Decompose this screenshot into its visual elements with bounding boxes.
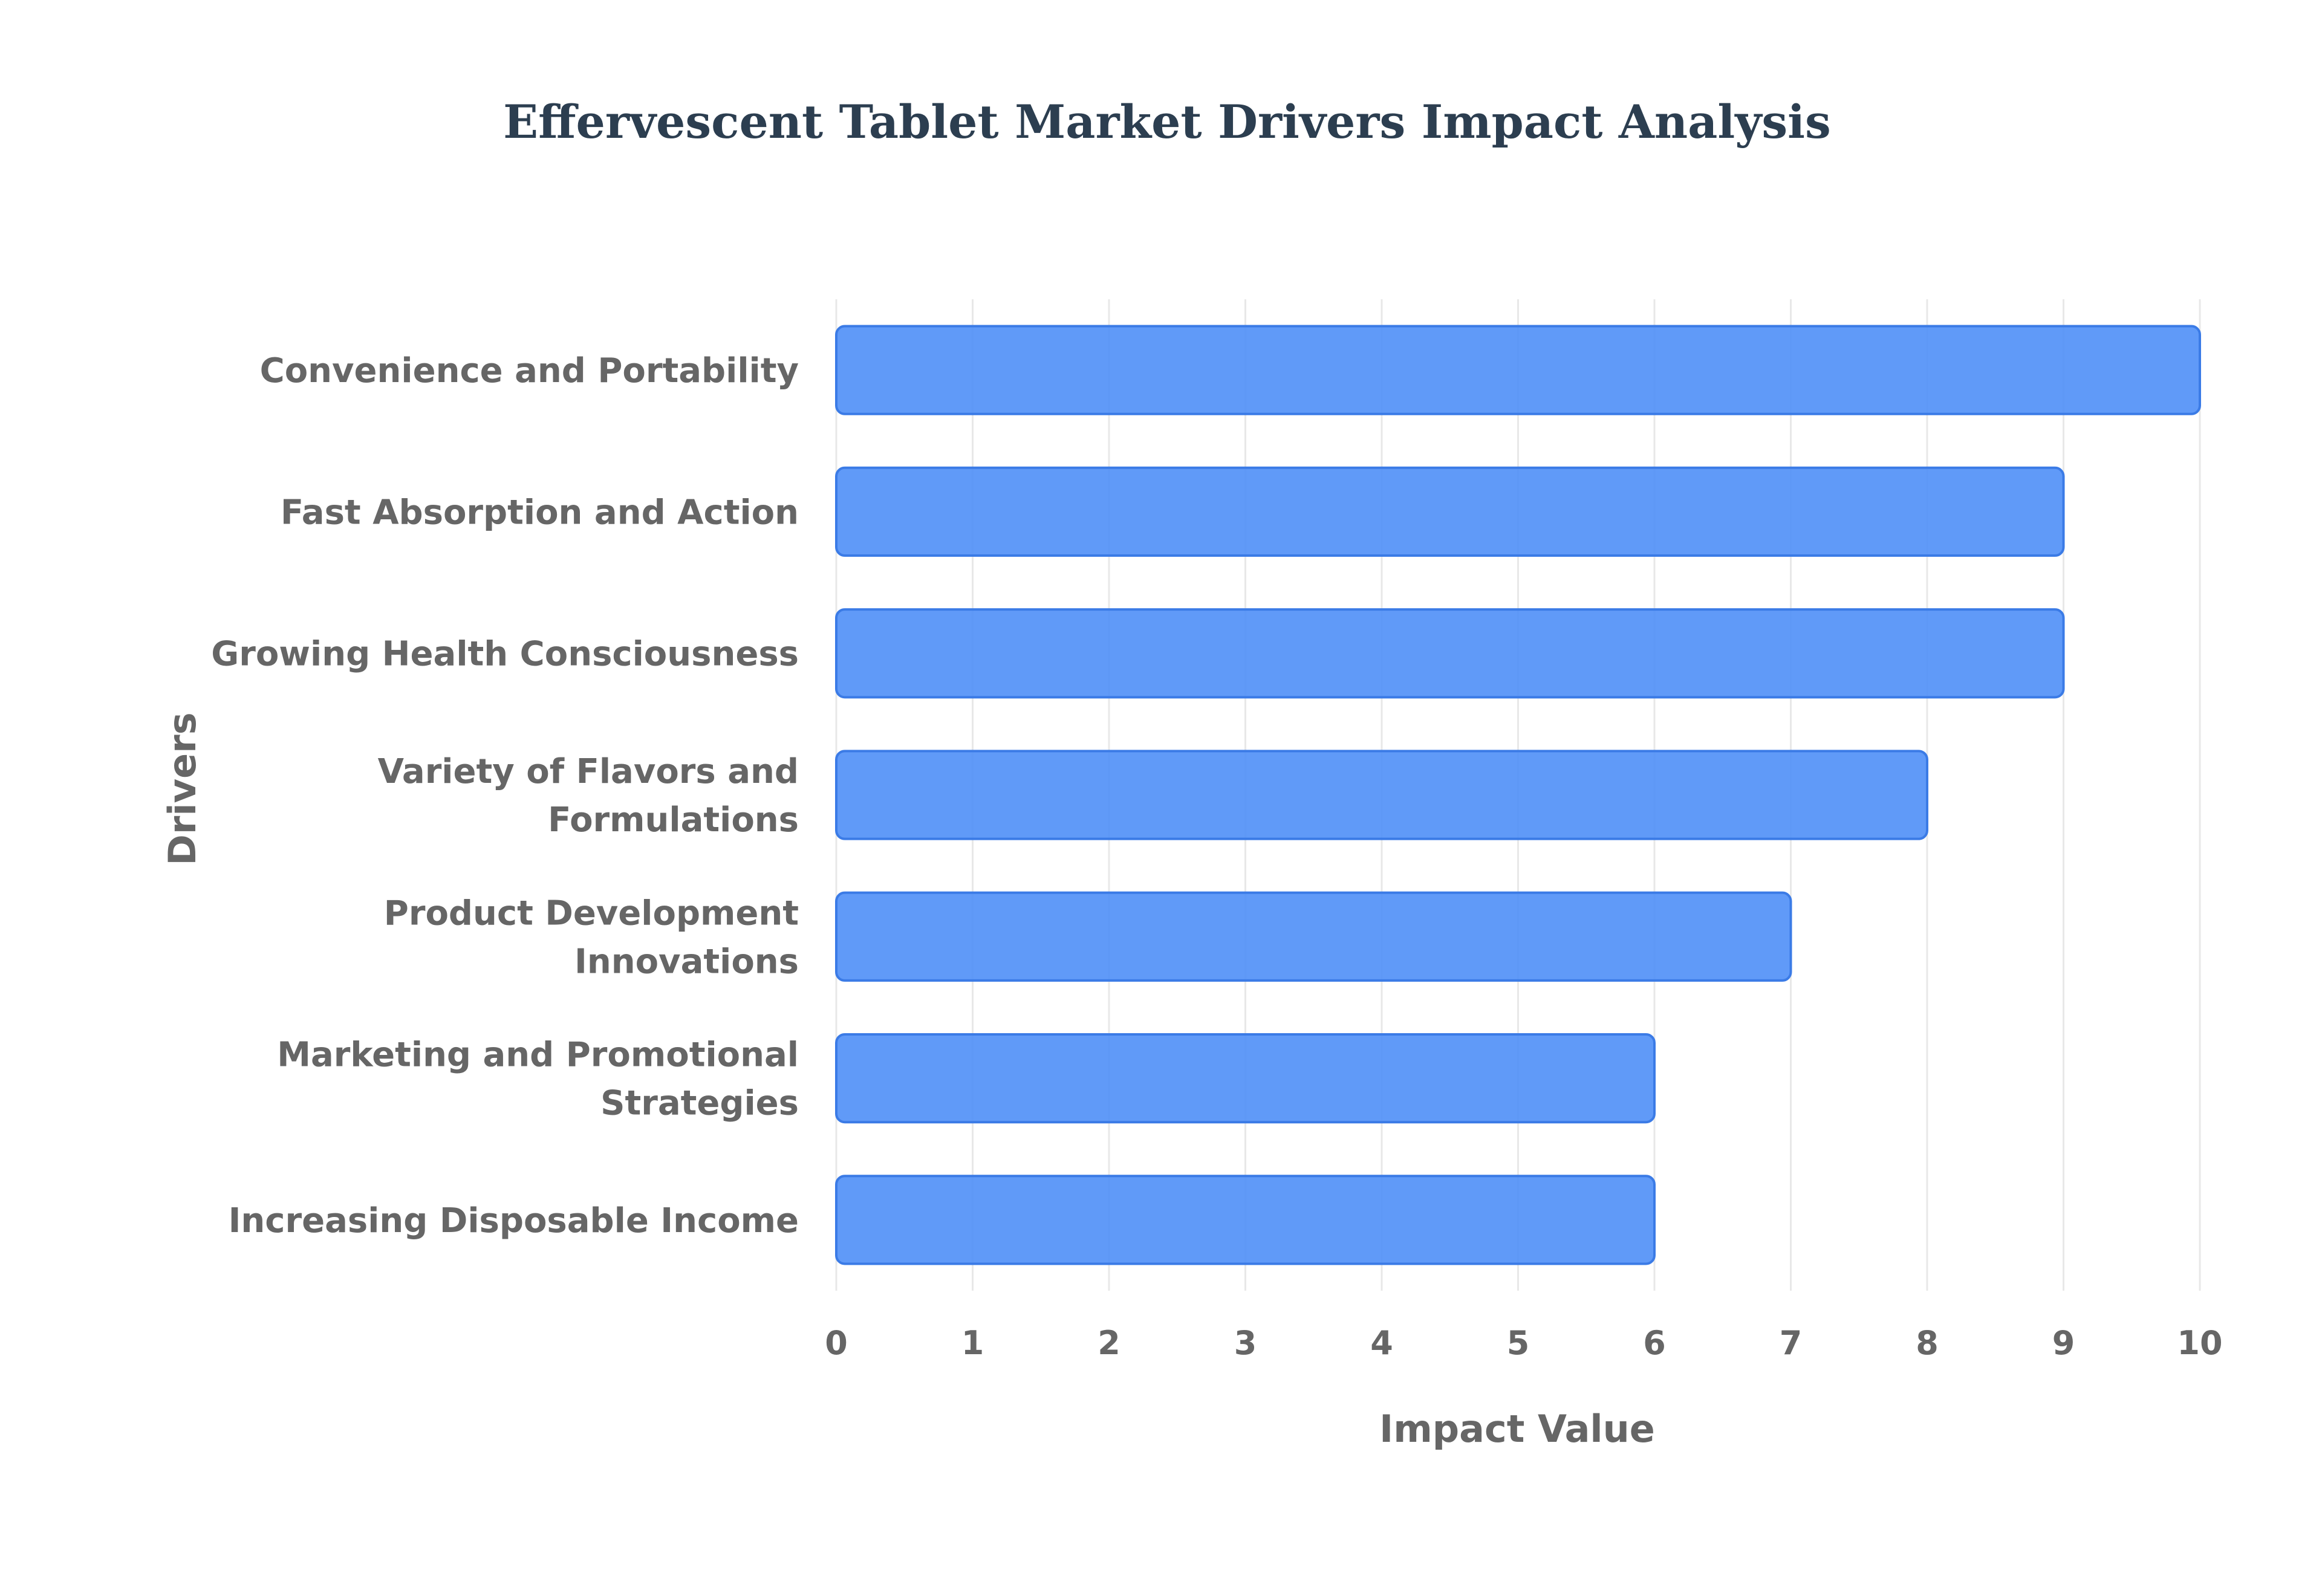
category-label-line: Variety of Flavors and <box>378 752 799 791</box>
bars <box>835 325 2201 1265</box>
x-tick-label: 7 <box>1780 1324 1803 1362</box>
category-label-line: Fast Absorption and Action <box>281 493 799 532</box>
category-label: Variety of Flavors and Formulations <box>378 752 799 840</box>
x-tick-label: 0 <box>825 1324 848 1362</box>
category-label: Growing Health Consciousness <box>211 635 799 674</box>
chart-title: Effervescent Tablet Market Drivers Impac… <box>503 95 1831 149</box>
category-label-line: Increasing Disposable Income <box>229 1201 799 1241</box>
category-label: Product Development Innovations <box>384 894 799 981</box>
x-tick-label: 4 <box>1370 1324 1393 1362</box>
category-label-line: Convenience and Portability <box>260 351 799 391</box>
x-tick-label: 3 <box>1234 1324 1257 1362</box>
x-tick-label: 1 <box>961 1324 984 1362</box>
bar <box>835 1175 1656 1265</box>
x-tick-label: 8 <box>1916 1324 1939 1362</box>
x-tick-label: 2 <box>1098 1324 1120 1362</box>
category-label: Fast Absorption and Action <box>281 493 799 532</box>
bar <box>835 750 1928 840</box>
bar <box>835 1033 1656 1124</box>
category-label: Marketing and Promotional Strategies <box>277 1036 799 1123</box>
x-axis-title: Impact Value <box>1379 1407 1655 1451</box>
x-axis-ticks: 0 1 2 3 4 5 6 7 8 9 10 <box>825 1324 2222 1362</box>
x-tick-label: 6 <box>1643 1324 1666 1362</box>
category-label-line: Formulations <box>548 800 799 840</box>
bar <box>835 466 2065 557</box>
category-label-line: Product Development <box>384 894 799 933</box>
bar <box>835 325 2201 415</box>
category-label: Increasing Disposable Income <box>229 1201 799 1241</box>
bar <box>835 891 1792 982</box>
category-label-line: Innovations <box>574 942 799 981</box>
bar <box>835 608 2065 699</box>
y-axis-labels: Convenience and Portability Fast Absorpti… <box>211 351 799 1241</box>
x-tick-label: 10 <box>2177 1324 2222 1362</box>
x-tick-label: 5 <box>1507 1324 1530 1362</box>
category-label-line: Growing Health Consciousness <box>211 635 799 674</box>
y-axis-title: Drivers <box>160 712 204 865</box>
category-label-line: Marketing and Promotional <box>277 1036 799 1075</box>
category-label: Convenience and Portability <box>260 351 799 391</box>
category-label-line: Strategies <box>600 1084 799 1123</box>
x-tick-label: 9 <box>2052 1324 2075 1362</box>
